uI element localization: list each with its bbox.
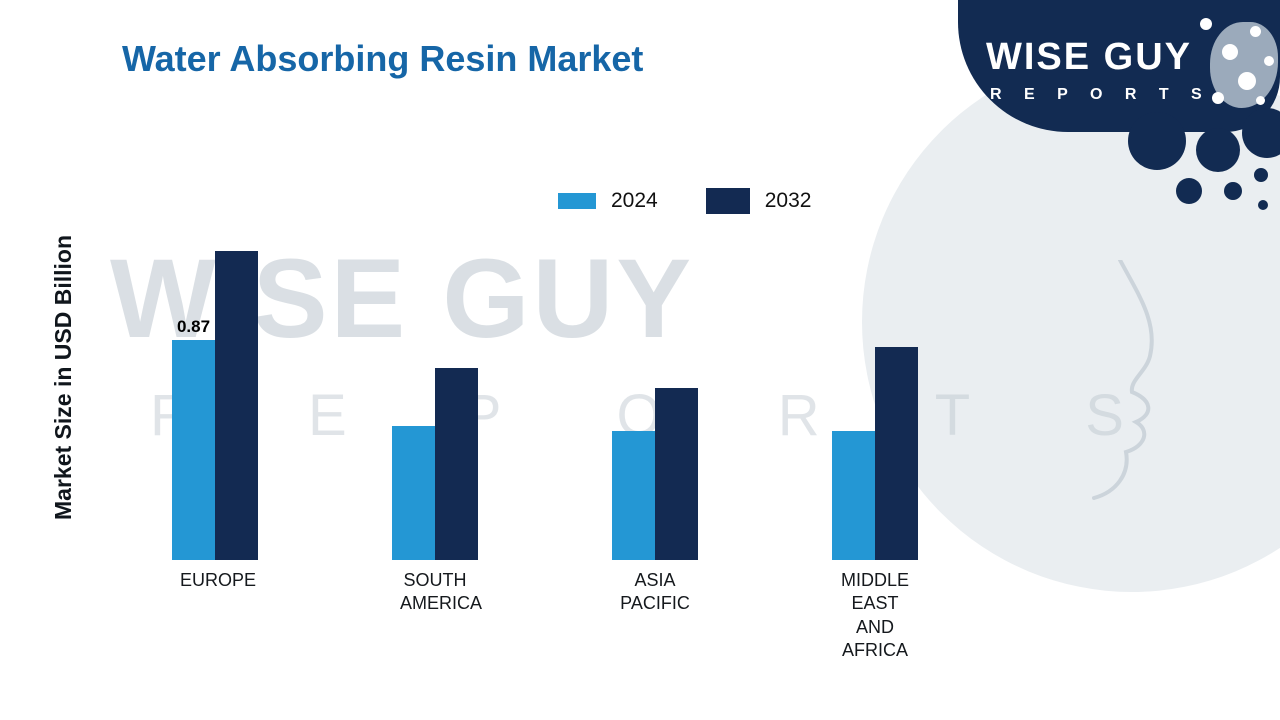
- logo-dot: [1196, 128, 1240, 172]
- logo-dot: [1176, 178, 1202, 204]
- bar-pair: [832, 347, 918, 560]
- legend-item-2024: 2024: [558, 189, 658, 213]
- bar-value-label: 0.87: [176, 317, 211, 336]
- logo-name-text: WISE GUY: [986, 36, 1193, 78]
- wiseguy-logo: WISE GUY R E P O R T S: [958, 0, 1280, 132]
- logo-dot: [1200, 18, 1212, 30]
- bar-2032: [215, 251, 258, 560]
- logo-dot: [1254, 168, 1268, 182]
- logo-dot: [1242, 108, 1280, 158]
- legend-label-2024: 2024: [611, 189, 658, 212]
- bar-pair: [612, 388, 698, 560]
- bar-2024: [832, 431, 875, 560]
- logo-dot: [1238, 72, 1256, 90]
- legend-item-2032: 2032: [705, 188, 812, 214]
- bar-2032: [655, 388, 698, 560]
- face-profile-icon: [1092, 260, 1154, 500]
- y-axis-label: Market Size in USD Billion: [50, 235, 76, 520]
- chart-legend: 2024 2032: [558, 188, 811, 214]
- logo-sub-text: R E P O R T S: [990, 86, 1211, 103]
- logo-dot: [1264, 56, 1274, 66]
- logo-dot: [1224, 182, 1242, 200]
- bar-2024: [392, 426, 435, 560]
- bar-2024: [612, 431, 655, 560]
- logo-dot: [1258, 200, 1268, 210]
- bar-chart: 0.87 EUROPE SOUTH AMERICA ASIA PACIFIC MIDDL…: [150, 200, 940, 660]
- page-title: Water Absorbing Resin Market: [122, 38, 644, 79]
- bar-group-4: MIDDLE EAST AND AFRICA: [810, 200, 940, 660]
- bar-pair: 0.87: [172, 251, 258, 560]
- bar-2024: 0.87: [172, 317, 215, 560]
- category-label: EUROPE: [180, 570, 257, 590]
- legend-label-2032: 2032: [764, 189, 812, 212]
- bar-2032: [435, 368, 478, 560]
- legend-swatch-2024: [558, 193, 596, 209]
- category-label: MIDDLE EAST AND AFRICA: [840, 570, 909, 661]
- logo-dot: [1250, 26, 1261, 37]
- logo-dot: [1256, 96, 1265, 105]
- logo-dot: [1212, 92, 1224, 104]
- logo-dot: [1128, 112, 1186, 170]
- bar-group-3: ASIA PACIFIC: [590, 200, 720, 613]
- bar-group-1: 0.87 EUROPE: [150, 200, 280, 590]
- bar-pair: [392, 368, 478, 560]
- legend-swatch-2032: [705, 188, 750, 214]
- bar-2032: [875, 347, 918, 560]
- category-label: SOUTH AMERICA: [400, 570, 483, 614]
- category-label: ASIA PACIFIC: [620, 570, 690, 614]
- bar-group-2: SOUTH AMERICA: [370, 200, 500, 613]
- logo-dot: [1222, 44, 1238, 60]
